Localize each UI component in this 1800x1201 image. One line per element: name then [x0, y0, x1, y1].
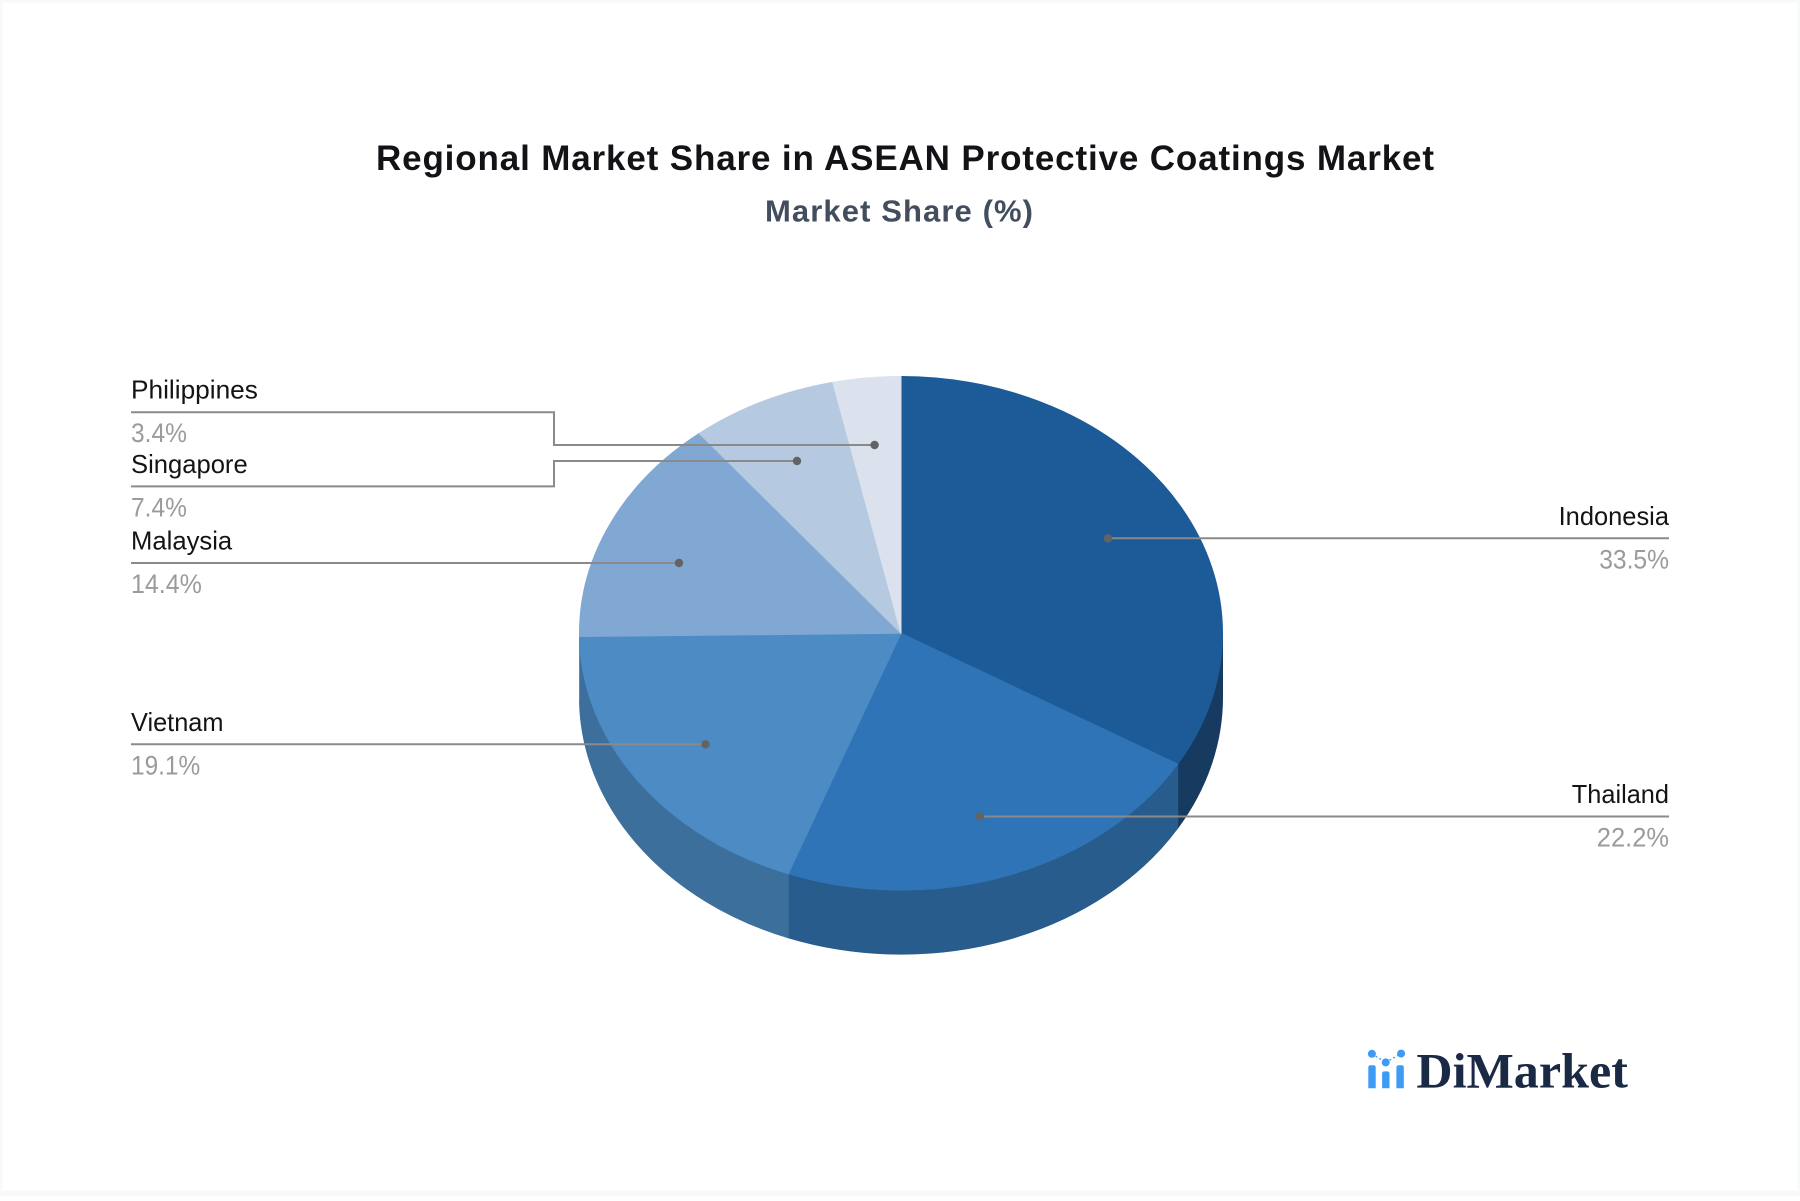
- svg-text:Vietnam: Vietnam: [131, 707, 224, 737]
- svg-text:22.2%: 22.2%: [1597, 823, 1669, 853]
- svg-text:DiMarket: DiMarket: [1416, 1043, 1628, 1099]
- svg-text:Market Share (%): Market Share (%): [765, 194, 1033, 229]
- svg-text:7.4%: 7.4%: [131, 492, 187, 522]
- svg-text:Indonesia: Indonesia: [1559, 501, 1670, 531]
- svg-text:Philippines: Philippines: [131, 375, 258, 405]
- svg-text:Regional Market Share in ASEAN: Regional Market Share in ASEAN Protectiv…: [376, 139, 1434, 178]
- svg-text:Malaysia: Malaysia: [131, 526, 233, 556]
- svg-text:14.4%: 14.4%: [131, 569, 202, 599]
- svg-text:Singapore: Singapore: [131, 449, 248, 479]
- svg-text:Thailand: Thailand: [1572, 779, 1669, 809]
- svg-text:19.1%: 19.1%: [131, 750, 200, 780]
- svg-text:33.5%: 33.5%: [1599, 544, 1669, 574]
- svg-text:3.4%: 3.4%: [131, 418, 187, 448]
